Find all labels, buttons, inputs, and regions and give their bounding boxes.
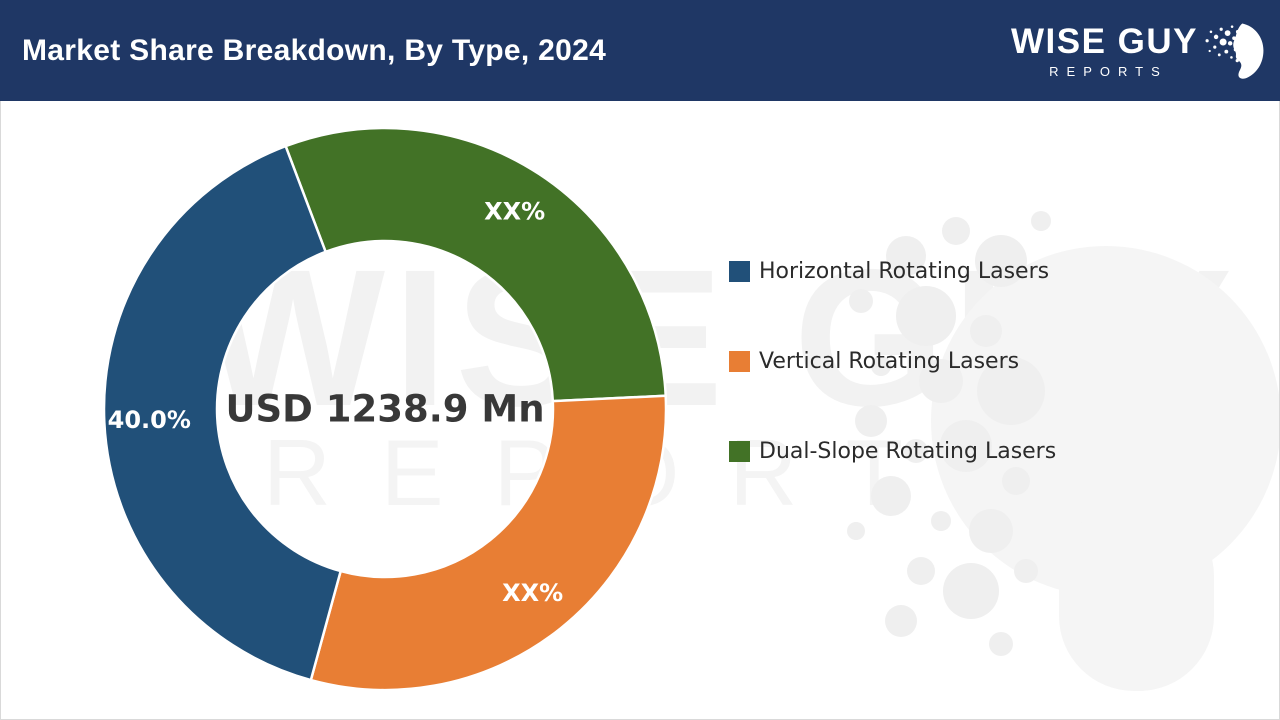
legend-item-vertical-rotating-lasers: Vertical Rotating Lasers bbox=[729, 340, 1056, 383]
legend-item-dual-slope-rotating-lasers: Dual-Slope Rotating Lasers bbox=[729, 430, 1056, 473]
header-bar: Market Share Breakdown, By Type, 2024 WI… bbox=[0, 0, 1280, 101]
legend: Horizontal Rotating Lasers Vertical Rota… bbox=[729, 250, 1056, 520]
donut-segment-1 bbox=[309, 394, 668, 692]
page-title: Market Share Breakdown, By Type, 2024 bbox=[22, 33, 607, 67]
legend-label: Vertical Rotating Lasers bbox=[759, 349, 1020, 374]
legend-swatch bbox=[729, 261, 750, 282]
legend-swatch bbox=[729, 441, 750, 462]
brand-subtitle: REPORTS bbox=[1049, 64, 1168, 79]
donut-segment-0 bbox=[284, 126, 667, 403]
brand-logo-text: WISE GUY REPORTS bbox=[1010, 22, 1198, 80]
watermark-face-dots bbox=[847, 211, 1279, 691]
brand-logo: WISE GUY REPORTS bbox=[1011, 6, 1266, 96]
donut-segment-2 bbox=[102, 144, 342, 682]
segment-percentage-label: 40.0% bbox=[108, 406, 191, 434]
legend-label: Horizontal Rotating Lasers bbox=[759, 259, 1050, 284]
brand-name: WISE GUY bbox=[1010, 22, 1198, 61]
legend-swatch bbox=[729, 351, 750, 372]
donut-chart: XX% XX% 40.0% bbox=[102, 126, 668, 692]
chart-center-value: USD 1238.9 Mn bbox=[225, 387, 545, 431]
segment-percentage-label: XX% bbox=[484, 198, 545, 226]
logo-face-icon bbox=[1205, 23, 1264, 79]
chart-area: WISE GUY REPORTS bbox=[0, 101, 1280, 720]
legend-item-horizontal-rotating-lasers: Horizontal Rotating Lasers bbox=[729, 250, 1056, 293]
segment-percentage-label: XX% bbox=[502, 579, 563, 607]
legend-label: Dual-Slope Rotating Lasers bbox=[759, 439, 1057, 464]
